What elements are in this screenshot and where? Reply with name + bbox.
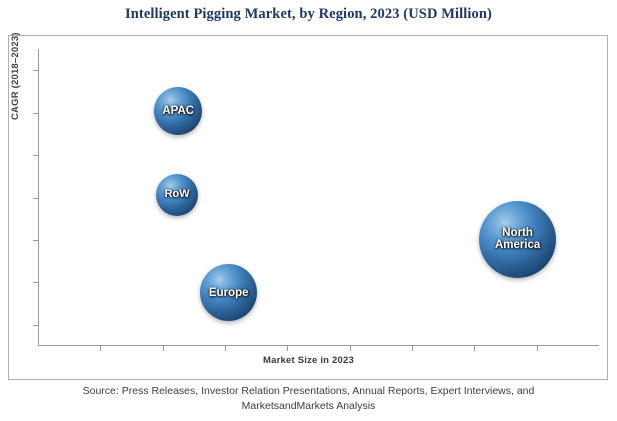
bubble-row[interactable]: RoW — [156, 173, 199, 216]
bubble-label: Europe — [208, 286, 249, 299]
x-axis-tick — [100, 346, 101, 351]
y-axis-tick — [33, 155, 38, 156]
x-axis-tick — [474, 346, 475, 351]
chart-frame: APAC RoW Europe North America — [8, 35, 608, 380]
source-line-2: MarketsandMarkets Analysis — [241, 400, 376, 412]
y-axis-tick — [33, 282, 38, 283]
y-axis-tick — [33, 198, 38, 199]
source-note: Source: Press Releases, Investor Relatio… — [0, 384, 617, 414]
bubble-label: North America — [494, 227, 541, 252]
x-axis-title: Market Size in 2023 — [263, 355, 354, 366]
x-axis-tick — [537, 346, 538, 351]
y-axis-tick — [33, 325, 38, 326]
bubble-north-america[interactable]: North America — [479, 200, 557, 278]
bubble-label: RoW — [164, 187, 190, 200]
x-axis-tick — [350, 346, 351, 351]
plot-area: APAC RoW Europe North America — [33, 49, 599, 351]
x-axis-tick — [287, 346, 288, 351]
x-axis-tick — [225, 346, 226, 351]
bubble-label: APAC — [162, 105, 195, 118]
y-axis-tick — [33, 113, 38, 114]
x-axis-tick — [412, 346, 413, 351]
y-axis-line — [38, 49, 39, 346]
bubble-europe[interactable]: Europe — [200, 264, 258, 322]
x-axis-tick — [163, 346, 164, 351]
chart-title: Intelligent Pigging Market, by Region, 2… — [125, 6, 492, 22]
y-axis-title: CAGR (2018–2023) — [10, 32, 21, 120]
y-axis-tick — [33, 70, 38, 71]
x-axis-line — [38, 345, 599, 346]
bubble-apac[interactable]: APAC — [154, 87, 203, 136]
source-line-1: Source: Press Releases, Investor Relatio… — [82, 385, 535, 397]
y-axis-tick — [33, 240, 38, 241]
